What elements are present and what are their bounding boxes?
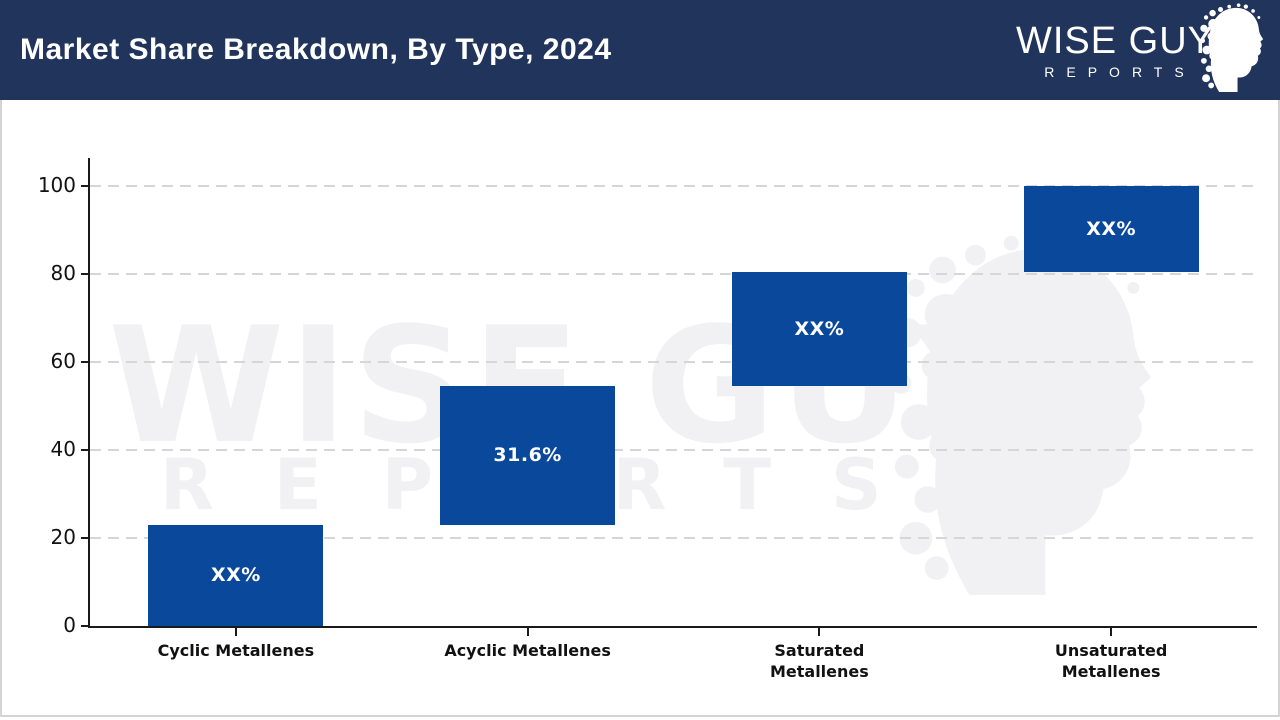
bar: 31.6%	[440, 385, 616, 525]
waterfall-chart: 0 20 40 60 80 100 XX% Cyclic Metallenes 31.6% Acy…	[2, 100, 1278, 713]
bar: XX%	[731, 271, 907, 386]
bar-value-label: XX%	[1086, 217, 1137, 240]
category-label: Saturated Metallenes	[769, 641, 869, 681]
brand-logo: WISE GUY REPORTS	[1016, 2, 1272, 98]
category-label: Acyclic Metallenes	[444, 641, 611, 660]
brand-text: WISE GUY REPORTS	[1016, 20, 1214, 80]
grid-line	[90, 361, 1257, 363]
brand-subtitle: REPORTS	[1044, 64, 1196, 80]
header-bar: Market Share Breakdown, By Type, 2024 WI…	[0, 0, 1280, 100]
x-tick	[1110, 628, 1113, 636]
brand-name: WISE GUY	[1015, 20, 1214, 62]
category-label: Cyclic Metallenes	[157, 641, 315, 660]
y-tick-label: 40	[50, 437, 76, 461]
bar: XX%	[1023, 186, 1199, 272]
x-tick	[234, 628, 237, 636]
x-tick	[818, 628, 821, 636]
y-tick-label: 20	[50, 525, 76, 549]
category-label: Unsaturated Metallenes	[1054, 641, 1168, 681]
y-tick	[81, 185, 88, 187]
bar-value-label: 31.6%	[493, 444, 562, 467]
y-tick	[81, 537, 88, 539]
bar-value-label: XX%	[210, 564, 261, 587]
bar: XX%	[148, 524, 324, 626]
bar-value-label: XX%	[794, 317, 845, 340]
y-tick-label: 60	[50, 349, 76, 373]
y-axis-line	[88, 158, 90, 628]
y-tick	[81, 273, 88, 275]
grid-line	[90, 449, 1257, 451]
page-title: Market Share Breakdown, By Type, 2024	[20, 33, 612, 66]
grid-line	[90, 185, 1257, 187]
y-tick-label: 100	[37, 173, 76, 197]
y-tick	[81, 449, 88, 451]
y-tick	[81, 625, 88, 627]
y-tick	[81, 361, 88, 363]
grid-line	[90, 537, 1257, 539]
y-tick-label: 0	[63, 613, 76, 637]
x-tick	[526, 628, 529, 636]
grid-line	[90, 273, 1257, 275]
y-tick-label: 80	[50, 261, 76, 285]
x-axis-line	[88, 626, 1257, 628]
